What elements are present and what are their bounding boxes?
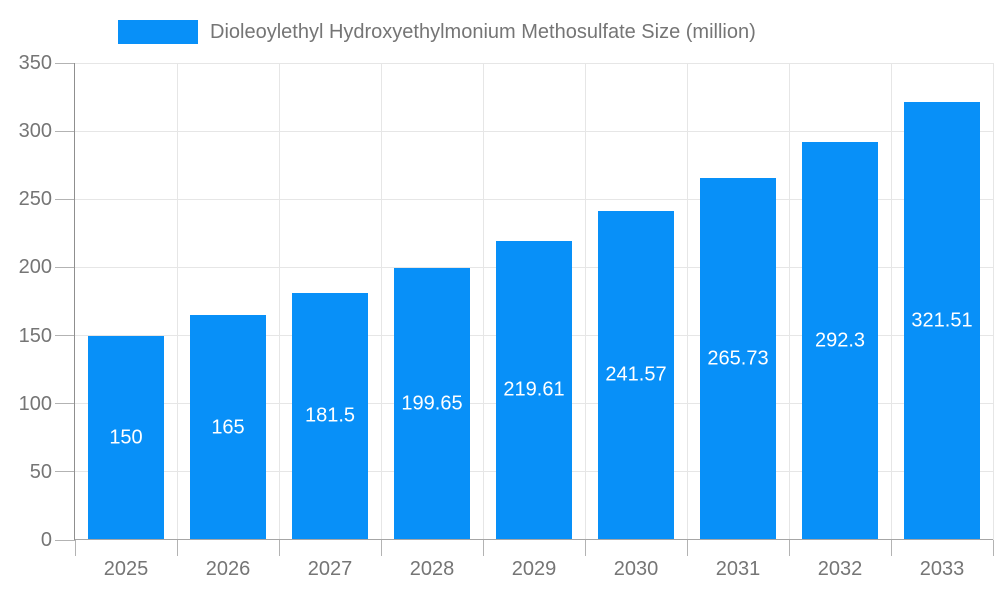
gridline-vertical: [686, 63, 688, 540]
bar-2032: [802, 141, 878, 540]
x-axis-tick: [278, 540, 280, 556]
gridline-horizontal: [75, 198, 993, 200]
y-axis-label: 0: [40, 529, 52, 551]
bar-2028: [394, 267, 470, 540]
gridline-horizontal: [75, 62, 993, 64]
bar-2033: [904, 101, 980, 540]
y-axis-tick: [55, 403, 75, 405]
gridline-vertical: [992, 63, 994, 540]
legend-item[interactable]: Dioleoylethyl Hydroxyethylmonium Methosu…: [118, 19, 756, 45]
x-axis-tick: [176, 540, 178, 556]
bar-2030: [598, 210, 674, 540]
bar-2031: [700, 177, 776, 540]
y-axis-label: 300: [18, 120, 52, 143]
bar-2027: [292, 292, 368, 540]
y-axis-label: 150: [18, 324, 52, 347]
y-axis-label: 100: [18, 392, 52, 415]
bar-value-label: 292.3: [814, 329, 866, 352]
y-axis-tick: [55, 198, 75, 200]
y-axis-tick: [55, 335, 75, 337]
x-axis-label: 2029: [511, 558, 557, 580]
legend-swatch: [118, 20, 198, 44]
y-axis-tick: [55, 62, 75, 64]
bar-value-label: 181.5: [304, 404, 356, 427]
gridline-vertical: [380, 63, 382, 540]
y-axis-line: [74, 63, 75, 540]
x-axis-label: 2032: [817, 558, 863, 580]
gridline-vertical: [890, 63, 892, 540]
bar-2029: [496, 240, 572, 540]
gridline-vertical: [176, 63, 178, 540]
x-axis-label: 2031: [715, 558, 761, 580]
x-axis-tick: [992, 540, 994, 556]
x-axis-tick: [890, 540, 892, 556]
chart-title: Dioleoylethyl Hydroxyethylmonium Methosu…: [210, 20, 756, 43]
x-axis-label: 2027: [307, 558, 353, 580]
bar-value-label: 165: [211, 416, 245, 439]
bar-value-label: 265.73: [707, 347, 769, 370]
x-axis-label: 2030: [613, 558, 659, 580]
bar-2026: [190, 315, 266, 540]
gridline-horizontal: [75, 130, 993, 132]
x-axis-label: 2028: [409, 558, 455, 580]
y-axis-label: 50: [29, 460, 52, 483]
x-axis-label: 2026: [205, 558, 251, 580]
x-axis-tick: [584, 540, 586, 556]
gridline-vertical: [278, 63, 280, 540]
plot-area: 150 165 181.5 199.65 219.61 241.57 265.73 292.3…: [75, 62, 994, 540]
x-axis-label: 2033: [919, 558, 965, 580]
y-axis-label: 350: [18, 52, 52, 74]
y-axis-tick: [55, 130, 75, 132]
bar-value-label: 219.61: [503, 378, 565, 401]
y-axis-tick: [55, 266, 75, 268]
x-axis-tick: [788, 540, 790, 556]
y-axis-label: 250: [18, 188, 52, 211]
bar-2025: [88, 335, 164, 540]
bar-value-label: 241.57: [605, 363, 667, 386]
x-axis-line: [75, 539, 993, 540]
bar-value-label: 150: [109, 426, 143, 449]
x-axis-label: 2025: [103, 558, 149, 580]
bar-value-label: 199.65: [401, 392, 463, 415]
y-axis-tick: [55, 539, 75, 541]
y-axis-label: 200: [18, 256, 52, 279]
y-axis-tick: [55, 471, 75, 473]
x-axis-tick: [482, 540, 484, 556]
bar-value-label: 321.51: [911, 309, 973, 332]
x-axis-tick: [380, 540, 382, 556]
gridline-vertical: [788, 63, 790, 540]
gridline-vertical: [482, 63, 484, 540]
gridline-vertical: [584, 63, 586, 540]
x-axis-tick: [74, 540, 76, 556]
x-axis-tick: [686, 540, 688, 556]
